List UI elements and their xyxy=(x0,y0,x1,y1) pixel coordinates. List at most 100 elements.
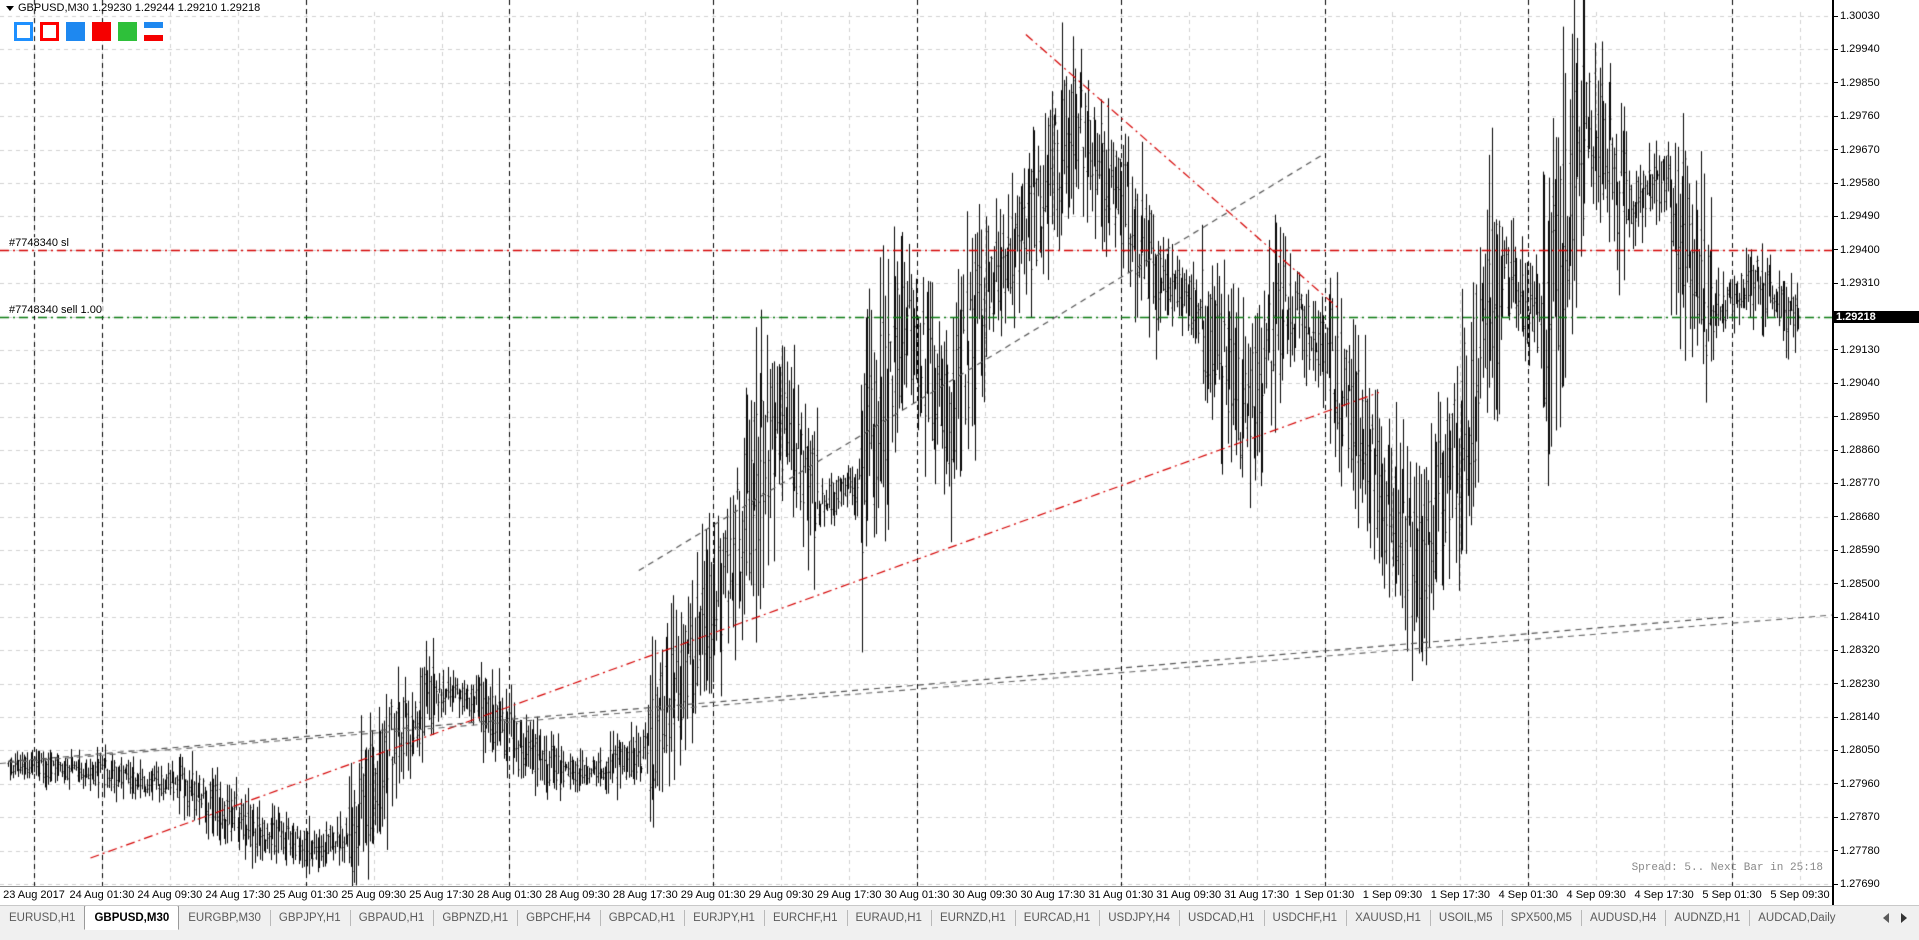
tick-value: 1.29400 xyxy=(1840,243,1880,256)
chart-area[interactable]: GBPUSD,M30 1.29230 1.29244 1.29210 1.292… xyxy=(0,0,1919,905)
tab-gbpnzd-h1[interactable]: GBPNZD,H1 xyxy=(433,906,518,930)
time-axis-tick: 4 Sep 01:30 xyxy=(1498,889,1558,901)
price-axis-tick: 1.30030 xyxy=(1834,10,1919,22)
time-axis-tick: 29 Aug 01:30 xyxy=(680,889,746,901)
tick-value: 1.27870 xyxy=(1840,811,1880,824)
tick-dash xyxy=(1834,616,1838,618)
tick-value: 1.28050 xyxy=(1840,744,1880,757)
price-axis-tick: 1.29400 xyxy=(1834,244,1919,256)
tab-gbpaud-h1[interactable]: GBPAUD,H1 xyxy=(349,906,434,930)
price-axis-tick: 1.29040 xyxy=(1834,377,1919,389)
time-axis-tick: 30 Aug 09:30 xyxy=(952,889,1018,901)
tick-value: 1.29310 xyxy=(1840,277,1880,290)
symbol-quote-text: GBPUSD,M30 1.29230 1.29244 1.29210 1.292… xyxy=(18,2,261,15)
tab-eurusd-h1[interactable]: EURUSD,H1 xyxy=(0,906,85,930)
tick-value: 1.29490 xyxy=(1840,210,1880,223)
time-axis-tick: 31 Aug 09:30 xyxy=(1156,889,1222,901)
tick-dash xyxy=(1834,649,1838,651)
candle-down-swatch[interactable] xyxy=(92,22,111,41)
tick-dash xyxy=(1834,416,1838,418)
sell-order-line-label[interactable]: #7748340 sell 1.00 xyxy=(8,304,103,317)
tick-dash xyxy=(1834,282,1838,284)
tick-value: 1.28140 xyxy=(1840,711,1880,724)
tick-value: 1.27780 xyxy=(1840,844,1880,857)
tab-usdcad-h1[interactable]: USDCAD,H1 xyxy=(1179,906,1264,930)
candle-up-swatch[interactable] xyxy=(66,22,85,41)
tick-dash xyxy=(1834,349,1838,351)
time-axis-tick: 24 Aug 01:30 xyxy=(69,889,135,901)
tab-usoil-m5[interactable]: USOIL,M5 xyxy=(1429,906,1502,930)
time-axis-tick: 28 Aug 09:30 xyxy=(544,889,610,901)
price-axis[interactable]: 1.30030 1.29940 1.29850 1.29760 1.29670 1.295… xyxy=(1832,0,1919,905)
tab-gbpcad-h1[interactable]: GBPCAD,H1 xyxy=(599,906,685,930)
tab-gbpusd-m30[interactable]: GBPUSD,M30 xyxy=(84,906,180,930)
tick-value: 1.29580 xyxy=(1840,176,1880,189)
scroll-right-icon[interactable] xyxy=(1901,913,1907,923)
bar-up-outline-swatch[interactable] xyxy=(14,22,33,41)
price-axis-tick: 1.27870 xyxy=(1834,811,1919,823)
collapse-caret-icon[interactable] xyxy=(6,5,14,11)
tab-nav-controls[interactable] xyxy=(1871,906,1919,930)
legend-swatch-row xyxy=(14,22,163,41)
tick-value: 1.29940 xyxy=(1840,43,1880,56)
time-axis-tick: 1 Sep 09:30 xyxy=(1362,889,1423,901)
tick-value: 1.28680 xyxy=(1840,510,1880,523)
price-axis-tick: 1.28860 xyxy=(1834,444,1919,456)
tick-value: 1.28230 xyxy=(1840,677,1880,690)
chart-tab-bar[interactable]: EURUSD,H1 GBPUSD,M30 EURGBP,M30 GBPJPY,H1 GB… xyxy=(0,905,1919,940)
price-axis-tick: 1.28680 xyxy=(1834,511,1919,523)
tab-usdchf-h1[interactable]: USDCHF,H1 xyxy=(1263,906,1347,930)
time-axis-tick: 23 Aug 2017 xyxy=(3,889,65,901)
tick-value: 1.27690 xyxy=(1840,878,1880,890)
tick-value: 1.28410 xyxy=(1840,610,1880,623)
scroll-left-icon[interactable] xyxy=(1883,913,1889,923)
tick-dash xyxy=(1834,883,1838,885)
tick-value: 1.28500 xyxy=(1840,577,1880,590)
price-axis-tick: 1.29760 xyxy=(1834,110,1919,122)
tick-value: 1.28950 xyxy=(1840,410,1880,423)
tick-dash xyxy=(1834,48,1838,50)
price-axis-tick: 1.29490 xyxy=(1834,210,1919,222)
line-swatch[interactable] xyxy=(118,22,137,41)
tab-spx500-m5[interactable]: SPX500,M5 xyxy=(1501,906,1581,930)
time-axis[interactable]: 23 Aug 2017 24 Aug 01:30 24 Aug 09:30 24 Au… xyxy=(0,886,1832,905)
chart-canvas[interactable] xyxy=(0,0,1832,905)
time-axis-tick: 30 Aug 01:30 xyxy=(884,889,950,901)
time-axis-tick: 25 Aug 09:30 xyxy=(341,889,407,901)
tick-dash xyxy=(1834,549,1838,551)
bid-ask-top-band xyxy=(144,22,163,28)
bid-ask-swatch[interactable] xyxy=(144,22,163,41)
time-axis-tick: 4 Sep 17:30 xyxy=(1634,889,1694,901)
tick-value: 1.29218 xyxy=(1836,311,1876,324)
tab-euraud-h1[interactable]: EURAUD,H1 xyxy=(846,906,931,930)
price-chart-canvas[interactable] xyxy=(0,0,1832,905)
time-axis-tick: 24 Aug 17:30 xyxy=(205,889,271,901)
chart-tabs[interactable]: EURUSD,H1 GBPUSD,M30 EURGBP,M30 GBPJPY,H1 GB… xyxy=(0,906,1871,930)
tab-gbpjpy-h1[interactable]: GBPJPY,H1 xyxy=(269,906,350,930)
tab-eurcad-h1[interactable]: EURCAD,H1 xyxy=(1014,906,1100,930)
symbol-quote-line: GBPUSD,M30 1.29230 1.29244 1.29210 1.292… xyxy=(6,2,260,14)
tab-audnzd-h1[interactable]: AUDNZD,H1 xyxy=(1665,906,1750,930)
price-axis-tick: 1.28050 xyxy=(1834,744,1919,756)
time-axis-tick: 29 Aug 17:30 xyxy=(816,889,882,901)
tick-dash xyxy=(1834,816,1838,818)
tab-eurjpy-h1[interactable]: EURJPY,H1 xyxy=(684,906,764,930)
tab-eurnzd-h1[interactable]: EURNZD,H1 xyxy=(930,906,1015,930)
time-axis-tick: 25 Aug 01:30 xyxy=(273,889,339,901)
price-axis-tick: 1.28140 xyxy=(1834,711,1919,723)
tab-usdjpy-h4[interactable]: USDJPY,H4 xyxy=(1099,906,1180,930)
tick-value: 1.28590 xyxy=(1840,544,1880,557)
price-axis-tick: 1.28410 xyxy=(1834,611,1919,623)
tab-gbpchf-h4[interactable]: GBPCHF,H4 xyxy=(517,906,600,930)
tab-audusd-h4[interactable]: AUDUSD,H4 xyxy=(1580,906,1666,930)
tick-dash xyxy=(1834,683,1838,685)
tab-eurgbp-m30[interactable]: EURGBP,M30 xyxy=(179,906,270,930)
tab-eurchf-h1[interactable]: EURCHF,H1 xyxy=(763,906,847,930)
stop-loss-line-label[interactable]: #7748340 sl xyxy=(8,236,70,249)
tab-xauusd-h1[interactable]: XAUUSD,H1 xyxy=(1346,906,1430,930)
tick-value: 1.28770 xyxy=(1840,477,1880,490)
time-axis-tick: 1 Sep 01:30 xyxy=(1294,889,1355,901)
bar-down-outline-swatch[interactable] xyxy=(40,22,59,41)
time-axis-tick: 5 Sep 01:30 xyxy=(1702,889,1762,901)
tab-audcad-daily[interactable]: AUDCAD,Daily xyxy=(1749,906,1845,930)
